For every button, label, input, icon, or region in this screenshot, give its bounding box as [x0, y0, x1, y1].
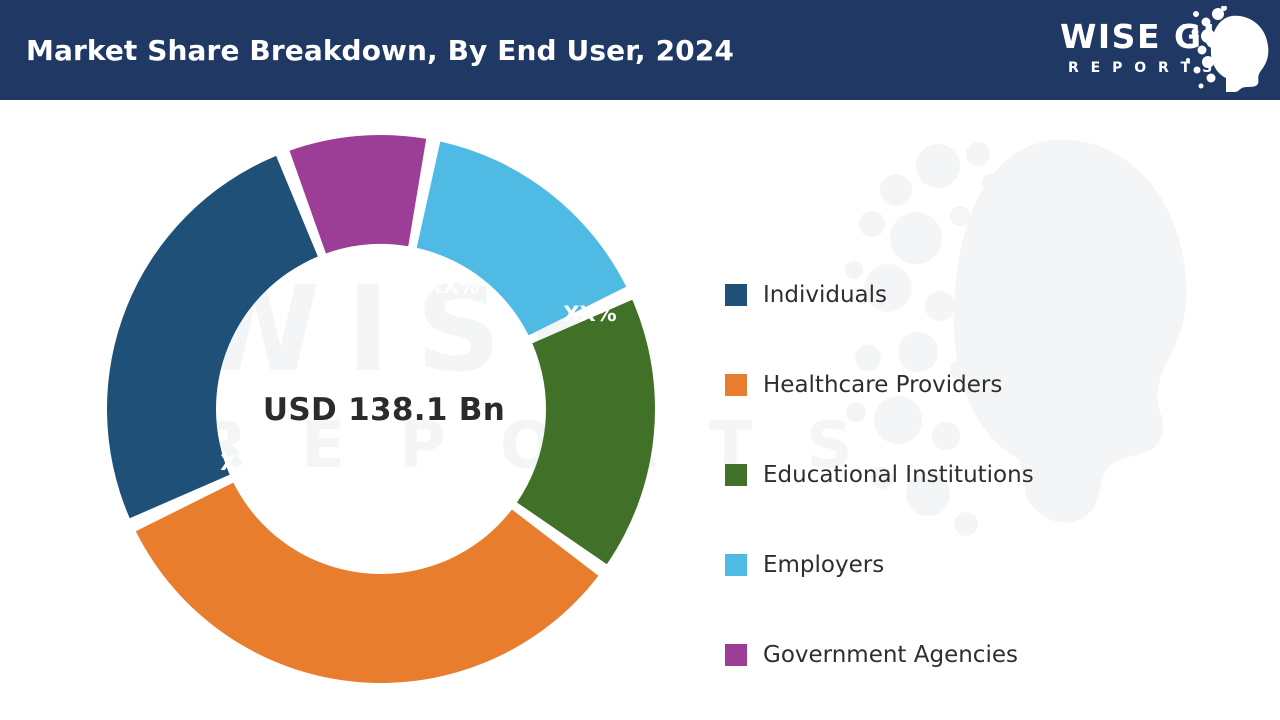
legend-item-label: Educational Institutions [763, 462, 1034, 488]
legend-item[interactable]: Healthcare Providers [725, 340, 1145, 430]
donut-svg [106, 135, 655, 683]
head-silhouette-icon [1182, 6, 1269, 92]
logo-svg: WISE GUY R E P O R T S [1060, 6, 1269, 92]
legend-color-swatch-icon [725, 554, 747, 576]
legend-item-label: Healthcare Providers [763, 372, 1003, 398]
legend-color-swatch-icon [725, 284, 747, 306]
header-bar: Market Share Breakdown, By End User, 202… [0, 0, 1280, 100]
donut-slice[interactable] [416, 141, 627, 336]
donut-chart: USD 138.1 Bn XX%33.0%XX%XX%XX% [95, 110, 734, 710]
donut-slice[interactable] [289, 135, 427, 254]
legend-item[interactable]: Individuals [725, 250, 1145, 340]
legend-item[interactable]: Government Agencies [725, 610, 1145, 700]
chart-legend: Individuals Healthcare Providers Education… [725, 250, 1145, 700]
page-title: Market Share Breakdown, By End User, 202… [26, 33, 734, 67]
legend-color-swatch-icon [725, 464, 747, 486]
wise-guy-reports-logo: WISE GUY R E P O R T S [1056, 6, 1274, 94]
donut-slice[interactable] [516, 299, 655, 565]
legend-item-label: Government Agencies [763, 642, 1018, 668]
legend-item[interactable]: Educational Institutions [725, 430, 1145, 520]
legend-item[interactable]: Employers [725, 520, 1145, 610]
legend-color-swatch-icon [725, 644, 747, 666]
donut-slice[interactable] [135, 482, 599, 683]
legend-item-label: Employers [763, 552, 885, 578]
svg-text:R E P O R T S: R E P O R T S [1068, 60, 1216, 76]
donut-slice[interactable] [106, 155, 318, 519]
legend-item-label: Individuals [763, 282, 887, 308]
legend-color-swatch-icon [725, 374, 747, 396]
